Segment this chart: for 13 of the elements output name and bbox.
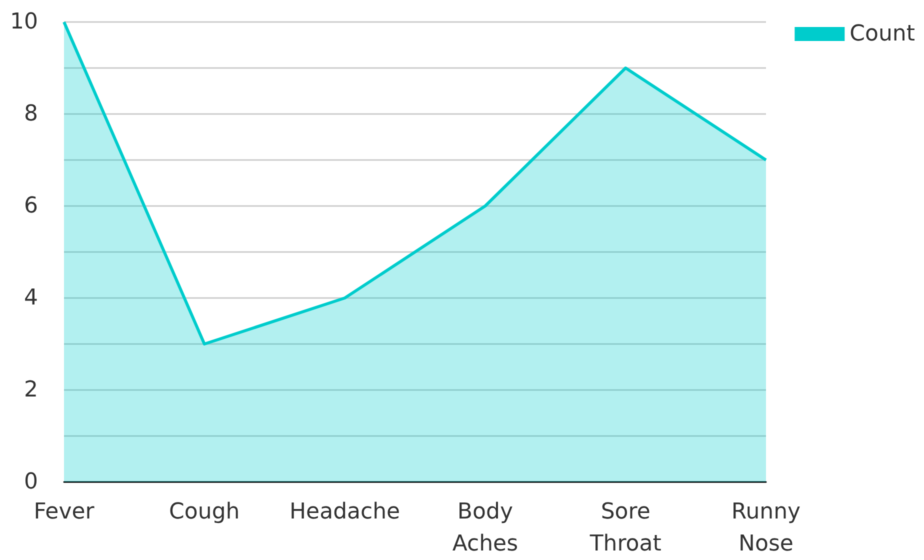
y-tick-label: 10 <box>10 10 38 34</box>
y-tick-label: 0 <box>24 470 38 494</box>
y-tick-label: 4 <box>24 286 38 310</box>
legend-label: Count <box>850 22 916 46</box>
x-tick-label: Sore Throat <box>588 500 662 556</box>
x-tick-label: Fever <box>34 500 96 524</box>
x-tick-label: Runny Nose <box>731 500 801 556</box>
y-tick-label: 2 <box>24 378 38 402</box>
x-tick-label: Cough <box>169 500 240 524</box>
y-tick-label: 6 <box>24 194 38 218</box>
x-tick-label: Body Aches <box>452 500 518 556</box>
x-tick-label: Headache <box>290 500 400 524</box>
y-tick-label: 8 <box>24 102 38 126</box>
